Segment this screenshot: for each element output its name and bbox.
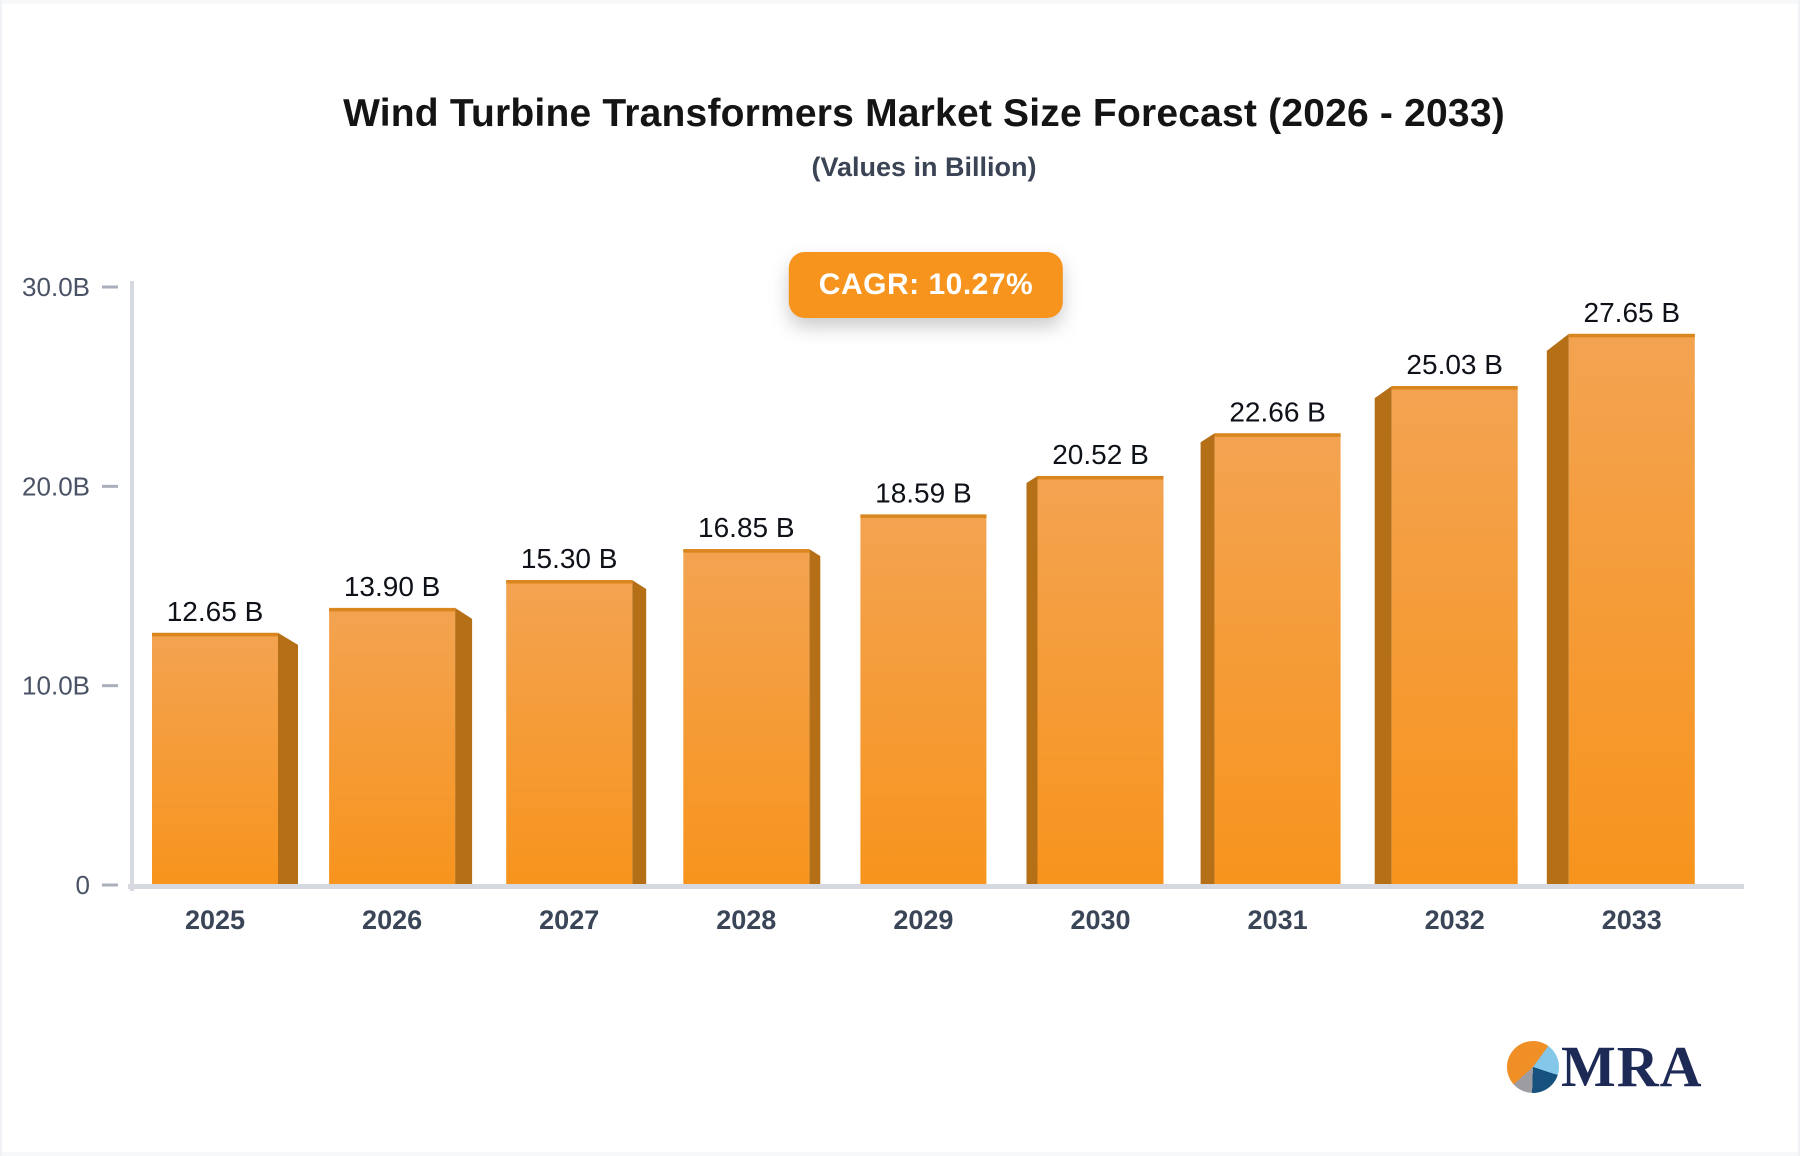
bar-top-edge bbox=[683, 549, 810, 553]
bar-value-label: 15.30 B bbox=[521, 543, 618, 574]
bar-top-edge bbox=[506, 580, 633, 584]
bar-top-edge bbox=[1568, 333, 1695, 338]
x-tick-label: 2029 bbox=[893, 905, 953, 935]
x-tick-label: 2025 bbox=[185, 905, 245, 935]
bar-2029 bbox=[860, 514, 987, 884]
bar-2028 bbox=[683, 549, 810, 884]
bar-top-edge bbox=[152, 632, 278, 637]
x-tick-label: 2027 bbox=[539, 905, 599, 935]
bar-top-edge bbox=[329, 607, 456, 612]
y-tick-label: 0 bbox=[76, 870, 90, 900]
bar-2025 bbox=[152, 632, 278, 884]
brand-logo: MRA bbox=[1507, 1034, 1703, 1099]
bar-value-label: 18.59 B bbox=[875, 477, 972, 508]
bar-side-face bbox=[809, 549, 821, 884]
bar-value-label: 16.85 B bbox=[698, 512, 795, 543]
bar-value-label: 13.90 B bbox=[344, 571, 441, 602]
x-tick-label: 2031 bbox=[1248, 905, 1308, 935]
y-tick-mark bbox=[102, 484, 118, 488]
y-tick-label: 10.0B bbox=[22, 671, 90, 701]
bar-side-face bbox=[1200, 433, 1215, 884]
y-tick-mark bbox=[102, 883, 118, 887]
chart-header: Wind Turbine Transformers Market Size Fo… bbox=[26, 92, 1798, 183]
bar-value-label: 20.52 B bbox=[1052, 439, 1149, 470]
x-tick-label: 2028 bbox=[716, 905, 776, 935]
bar-side-face bbox=[278, 632, 298, 884]
cagr-badge: CAGR: 10.27% bbox=[788, 252, 1064, 318]
y-tick-mark bbox=[102, 684, 118, 688]
pie-chart-logo-icon bbox=[1507, 1041, 1559, 1093]
bar-top-edge bbox=[1391, 386, 1518, 390]
bar-side-face bbox=[1374, 386, 1392, 884]
x-axis-line bbox=[128, 884, 1744, 889]
y-axis-line bbox=[130, 281, 134, 891]
x-tick-label: 2030 bbox=[1070, 905, 1130, 935]
bar-side-face bbox=[632, 580, 647, 884]
bar-value-label: 25.03 B bbox=[1406, 349, 1503, 380]
bar-2026 bbox=[329, 607, 456, 884]
bar-top-edge bbox=[1214, 433, 1341, 437]
bar-2030 bbox=[1037, 475, 1164, 884]
y-tick-label: 20.0B bbox=[22, 471, 90, 501]
chart-subtitle: (Values in Billion) bbox=[811, 151, 1037, 182]
bar-side-face bbox=[1546, 333, 1569, 884]
logo-text: MRA bbox=[1561, 1034, 1703, 1099]
x-tick-label: 2026 bbox=[362, 905, 422, 935]
y-tick-label: 30.0B bbox=[22, 272, 90, 302]
bar-2032 bbox=[1391, 386, 1518, 884]
x-tick-label: 2032 bbox=[1425, 905, 1485, 935]
bar-2027 bbox=[506, 580, 633, 884]
bar-value-label: 27.65 B bbox=[1584, 297, 1681, 328]
bar-side-face bbox=[1026, 475, 1038, 884]
x-tick-label: 2033 bbox=[1602, 905, 1662, 935]
bar-top-edge bbox=[860, 514, 987, 518]
bar-2031 bbox=[1214, 433, 1341, 884]
chart-title: Wind Turbine Transformers Market Size Fo… bbox=[343, 92, 1505, 135]
bar-side-face bbox=[455, 607, 473, 884]
bar-2033 bbox=[1568, 333, 1695, 884]
bar-top-edge bbox=[1037, 475, 1164, 480]
bar-value-label: 12.65 B bbox=[167, 596, 264, 627]
y-tick-mark bbox=[102, 285, 118, 289]
bar-value-label: 22.66 B bbox=[1229, 396, 1326, 427]
